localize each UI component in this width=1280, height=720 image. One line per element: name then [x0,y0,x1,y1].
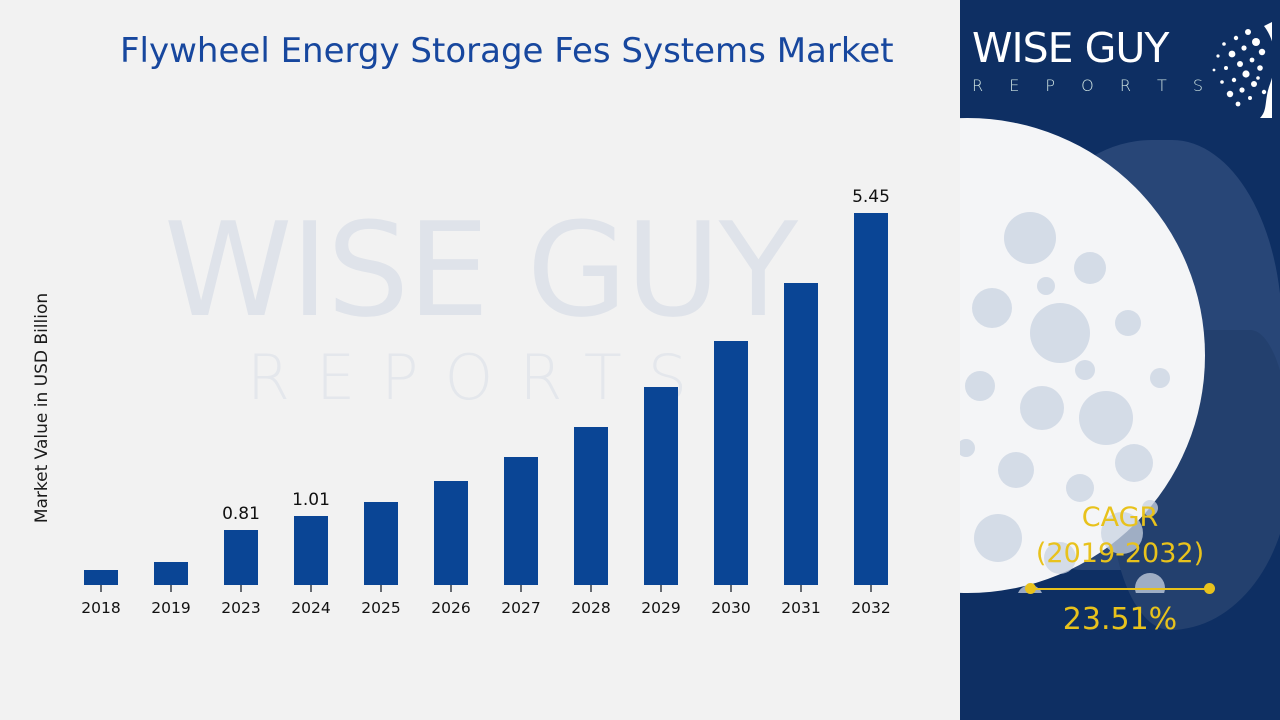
bar-2024 [294,516,328,585]
bar-group-2024: 1.01 2024 [276,150,346,617]
x-axis-tick-2024 [310,585,312,592]
cagr-divider [1025,582,1215,596]
bar-group-2027: 2027 [486,150,556,617]
bar-group-2018: 2018 [66,150,136,617]
bar-2023 [224,529,258,585]
bar-2018 [84,569,118,585]
cagr-divider-dot-left [1025,583,1036,595]
cagr-heading: CAGR [1081,502,1159,533]
bar-group-2028: 2028 [556,150,626,617]
bar-group-2029: 2029 [626,150,696,617]
wiseguy-reports-logo: WISE GUY R E P O R T S [972,22,1272,120]
bar-2019 [154,561,188,585]
x-axis-tick-2018 [100,585,102,592]
y-axis-label: Market Value in USD Billion [32,292,52,524]
x-axis-tick-2025 [380,585,382,592]
bar-group-2032: 5.45 2032 [836,150,906,617]
bar-2028 [574,426,608,585]
bar-group-2030: 2030 [696,150,766,617]
logo-sub-text: R E P O R T S [972,76,1214,95]
chart-panel: WISE GUY REPORTS Flywheel Energy Storage… [32,31,906,617]
bar-group-2023: 0.81 2023 [206,150,276,617]
bar-2027 [504,456,538,585]
x-axis-tick-2027 [520,585,522,592]
x-axis-label-2018: 2018 [81,599,121,617]
bar-2030 [714,341,748,585]
x-axis-label-2029: 2029 [641,599,681,617]
bar-group-2031: 2031 [766,150,836,617]
x-axis-label-2026: 2026 [431,599,471,617]
x-axis-tick-2026 [450,585,452,592]
cagr-period: (2019-2032) [1035,537,1205,569]
bar-group-2025: 2025 [346,150,416,617]
bar-2032 [854,213,888,585]
cagr-divider-dot-right [1204,583,1215,595]
cagr-value: 23.51% [1062,602,1178,638]
bar-group-2019: 2019 [136,150,206,617]
bar-2029 [644,387,678,585]
x-axis-label-2027: 2027 [501,599,541,617]
x-axis-label-2030: 2030 [711,599,751,617]
x-axis-tick-2023 [240,585,242,592]
bar-2026 [434,480,468,585]
cagr-callout: CAGR (2019-2032) 23.51% [960,500,1280,637]
logo-main-text: WISE GUY [972,24,1169,72]
x-axis-tick-2031 [800,585,802,592]
bar-value-label-2032: 5.45 [852,187,890,207]
x-axis-tick-2028 [590,585,592,592]
x-axis-tick-2019 [170,585,172,592]
x-axis-label-2028: 2028 [571,599,611,617]
bar-value-label-2023: 0.81 [222,503,260,524]
x-axis-label-2031: 2031 [781,599,821,617]
logo-head-dots-icon [1212,22,1272,118]
circle-dot-pattern-icon [960,212,1170,593]
x-axis-label-2023: 2023 [221,599,261,617]
x-axis-label-2025: 2025 [361,599,401,617]
brand-panel: WISE GUY R E P O R T S CAGR (2019-2032) … [960,0,1280,720]
x-axis-tick-2029 [660,585,662,592]
page-title: Flywheel Energy Storage Fes Systems Mark… [120,31,894,71]
x-axis-tick-2032 [870,585,872,592]
bar-2031 [784,282,818,585]
x-axis-label-2032: 2032 [851,599,891,617]
x-axis-label-2019: 2019 [151,599,191,617]
x-axis-label-2024: 2024 [291,599,331,617]
bar-2025 [364,501,398,585]
bar-value-label-2024: 1.01 [292,490,330,511]
bar-group-2026: 2026 [416,150,486,617]
x-axis-tick-2030 [730,585,732,592]
bar-chart-plot-area: 2018 2019 0.81 2023 1.01 2024 2025 2026 2027 2028… [66,150,906,617]
cagr-divider-line [1031,588,1209,591]
